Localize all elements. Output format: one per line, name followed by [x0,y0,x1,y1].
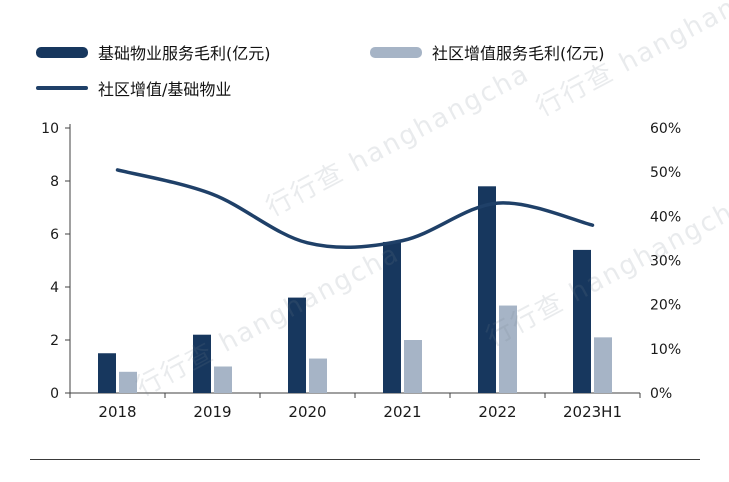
bar-1-2023H1 [594,337,612,393]
ratio-line-series [115,168,595,250]
right-axis-tick-label: 20% [650,298,681,314]
left-axis-tick-label: 0 [50,386,59,402]
left-axis-tick-label: 2 [50,333,59,349]
legend-swatch-dark-bar [36,46,88,58]
bar-0-2019 [193,334,211,393]
x-axis-category-label: 2022 [478,403,516,421]
legend-row-1: 基础物业服务毛利(亿元) 社区增值服务毛利(亿元) [36,40,605,64]
bar-0-2020 [288,297,306,393]
left-axis-tick-label: 6 [50,227,59,243]
legend-item-ratio-line: 社区增值/基础物业 [36,76,231,100]
legend-label-base-property-profit: 基础物业服务毛利(亿元) [98,44,271,63]
legend-row-2: 社区增值/基础物业 [36,76,605,100]
right-axis-tick-label: 50% [650,165,681,181]
x-axis-category-label: 2019 [193,403,231,421]
right-axis-tick-label: 40% [650,209,681,225]
bar-1-2018 [119,371,137,393]
left-axis-tick-label: 10 [41,121,59,137]
legend-swatch-line [36,86,88,90]
right-axis-tick-label: 10% [650,342,681,358]
bar-0-2018 [98,353,116,393]
legend-item-base-property-profit: 基础物业服务毛利(亿元) [36,40,370,64]
legend-item-community-value-profit: 社区增值服务毛利(亿元) [370,40,605,64]
x-axis-category-label: 2023H1 [563,403,622,421]
bar-1-2021 [404,340,422,393]
left-axis-tick-label: 4 [50,280,59,296]
bar-0-2022 [478,186,496,393]
legend-label-community-value-profit: 社区增值服务毛利(亿元) [432,44,605,63]
chart-legend: 基础物业服务毛利(亿元) 社区增值服务毛利(亿元) 社区增值/基础物业 [36,40,605,112]
right-axis-tick-label: 30% [650,254,681,270]
x-axis-category-label: 2020 [288,403,326,421]
x-axis-category-label: 2021 [383,403,421,421]
left-axis-tick-label: 8 [50,174,59,190]
x-axis-category-label: 2018 [98,403,136,421]
right-axis-tick-label: 60% [650,121,681,137]
bar-0-2021 [383,241,401,393]
right-axis-tick-label: 0% [650,386,672,402]
legend-label-ratio-line: 社区增值/基础物业 [98,80,232,99]
bar-1-2022 [499,305,517,393]
legend-swatch-light-bar [370,46,422,58]
bar-0-2023H1 [573,249,591,393]
bar-1-2019 [214,366,232,393]
bar-1-2020 [309,358,327,393]
bottom-divider [30,459,700,460]
